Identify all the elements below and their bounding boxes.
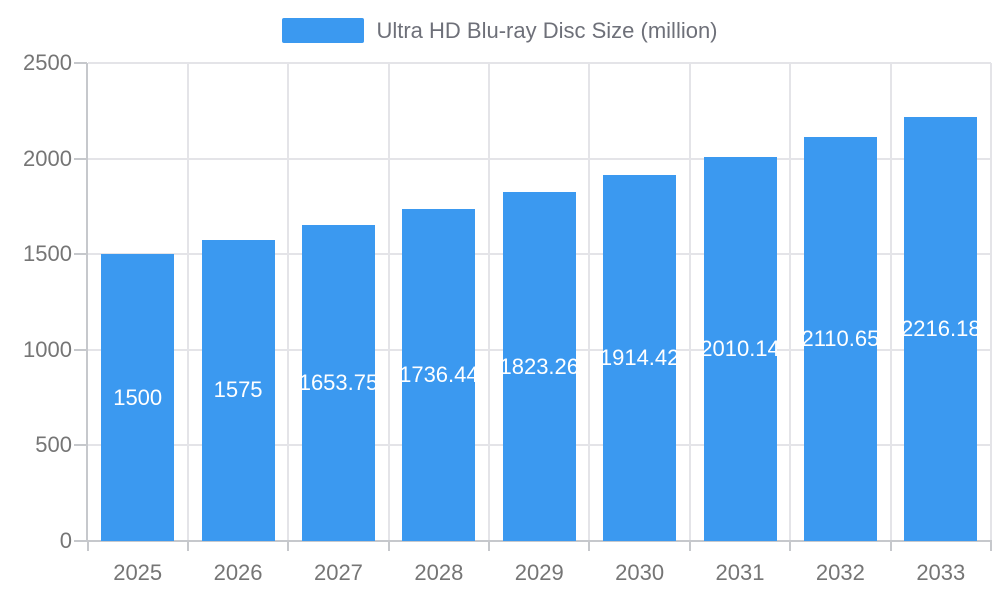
x-axis-tick	[186, 541, 189, 551]
y-axis-tick	[73, 253, 87, 256]
x-axis-tick	[889, 541, 892, 551]
y-tick-label: 2500	[23, 50, 72, 75]
x-axis-tick	[588, 541, 591, 551]
gridline	[789, 63, 792, 541]
y-axis-tick	[73, 157, 87, 160]
y-tick-label: 1500	[23, 241, 72, 267]
bar[interactable]	[603, 174, 677, 541]
gridline	[488, 63, 491, 541]
bar[interactable]	[703, 156, 777, 541]
y-tick-label: 1000	[23, 336, 72, 362]
bar[interactable]	[101, 254, 175, 541]
legend-item[interactable]: Ultra HD Blu-ray Disc Size (million)	[0, 17, 1000, 44]
legend-label: Ultra HD Blu-ray Disc Size (million)	[376, 18, 718, 43]
y-tick-label: 500	[35, 432, 72, 458]
gridline	[87, 157, 991, 160]
gridline	[688, 63, 691, 541]
x-axis-tick	[86, 541, 89, 551]
y-tick-label: 2000	[23, 145, 72, 171]
x-axis-tick	[387, 541, 390, 551]
x-tick-label: 2031	[715, 560, 765, 585]
x-tick-label: 2028	[414, 560, 464, 585]
gridline	[87, 62, 991, 64]
y-axis-tick	[73, 444, 87, 447]
x-axis-line	[86, 540, 992, 542]
x-tick-label: 2033	[916, 560, 966, 585]
x-tick-label: 2029	[514, 560, 564, 585]
bar[interactable]	[502, 192, 576, 541]
x-axis-tick	[990, 541, 992, 551]
x-tick-label: 2026	[213, 560, 263, 585]
x-axis-tick	[287, 541, 290, 551]
bar[interactable]	[402, 208, 476, 541]
x-tick-label: 2030	[615, 560, 665, 585]
x-axis-tick	[488, 541, 491, 551]
x-axis-tick	[789, 541, 792, 551]
x-tick-label: 2027	[313, 560, 363, 585]
y-axis-tick	[73, 348, 87, 351]
x-tick-label: 2025	[113, 560, 163, 585]
gridline	[588, 63, 591, 541]
legend-swatch	[282, 18, 365, 43]
y-tick-label: 0	[59, 528, 72, 553]
gridline	[889, 63, 892, 541]
bar[interactable]	[803, 137, 877, 541]
bar[interactable]	[301, 224, 375, 541]
x-axis-tick	[688, 541, 691, 551]
x-tick-label: 2032	[815, 560, 865, 585]
y-axis-tick	[73, 62, 87, 64]
gridline	[990, 63, 992, 541]
y-axis-tick	[73, 540, 87, 542]
y-axis-line	[86, 63, 88, 541]
gridline	[186, 63, 189, 541]
bar[interactable]	[904, 117, 978, 541]
gridline	[287, 63, 290, 541]
bar[interactable]	[201, 239, 275, 541]
gridline	[387, 63, 390, 541]
